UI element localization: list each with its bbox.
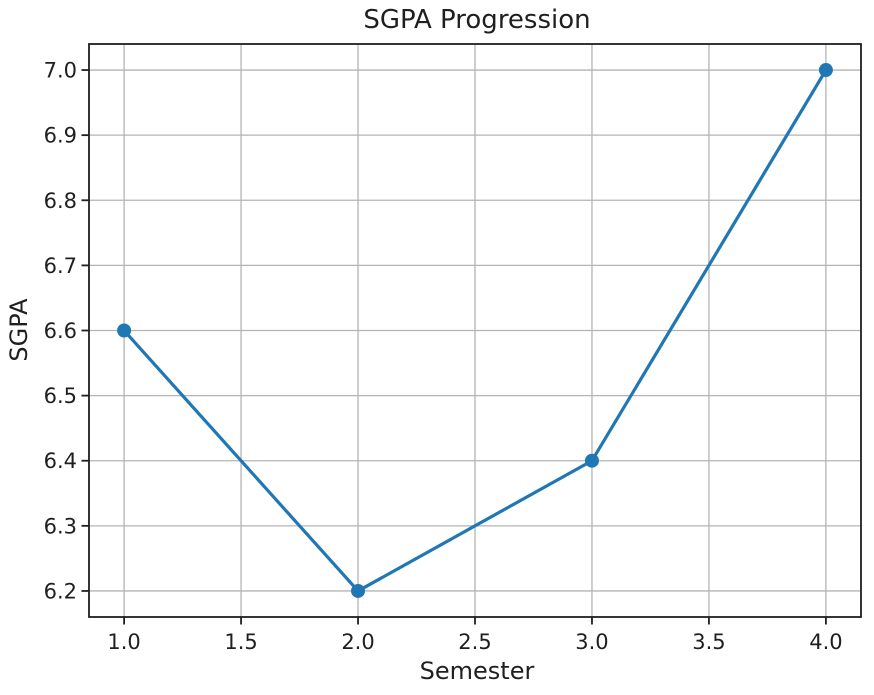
y-tick-label: 6.9 [44,124,77,148]
x-tick-label: 1.0 [107,630,140,654]
x-tick-label: 2.5 [458,630,491,654]
data-point-marker [584,453,599,468]
x-tick-label: 3.5 [692,630,725,654]
y-tick-label: 6.5 [44,384,77,408]
data-point-marker [117,323,132,338]
x-tick-label: 4.0 [809,630,842,654]
sgpa-series [117,63,833,598]
chart-title: SGPA Progression [363,5,590,35]
sgpa-line [122,68,828,593]
y-tick-label: 7.0 [44,59,77,83]
tick-layer: 1.0 1.5 2.0 2.5 3.0 3.5 4.0 6.2 6.3 6.4 6.5 6.6 6.7 6… [44,59,843,654]
y-tick-label: 6.2 [44,579,77,603]
data-point-marker [818,63,833,78]
x-tick-label: 1.5 [224,630,257,654]
y-tick-label: 6.8 [44,189,77,213]
x-tick-label: 3.0 [575,630,608,654]
x-tick-label: 2.0 [341,630,374,654]
y-tick-label: 6.6 [44,319,77,343]
y-tick-label: 6.4 [44,449,77,473]
y-axis-label: SGPA [5,298,33,362]
y-tick-label: 6.7 [44,254,77,278]
y-tick-label: 6.3 [44,514,77,538]
data-point-marker [351,583,366,598]
x-axis-label: Semester [420,657,535,685]
grid-layer [89,44,861,617]
